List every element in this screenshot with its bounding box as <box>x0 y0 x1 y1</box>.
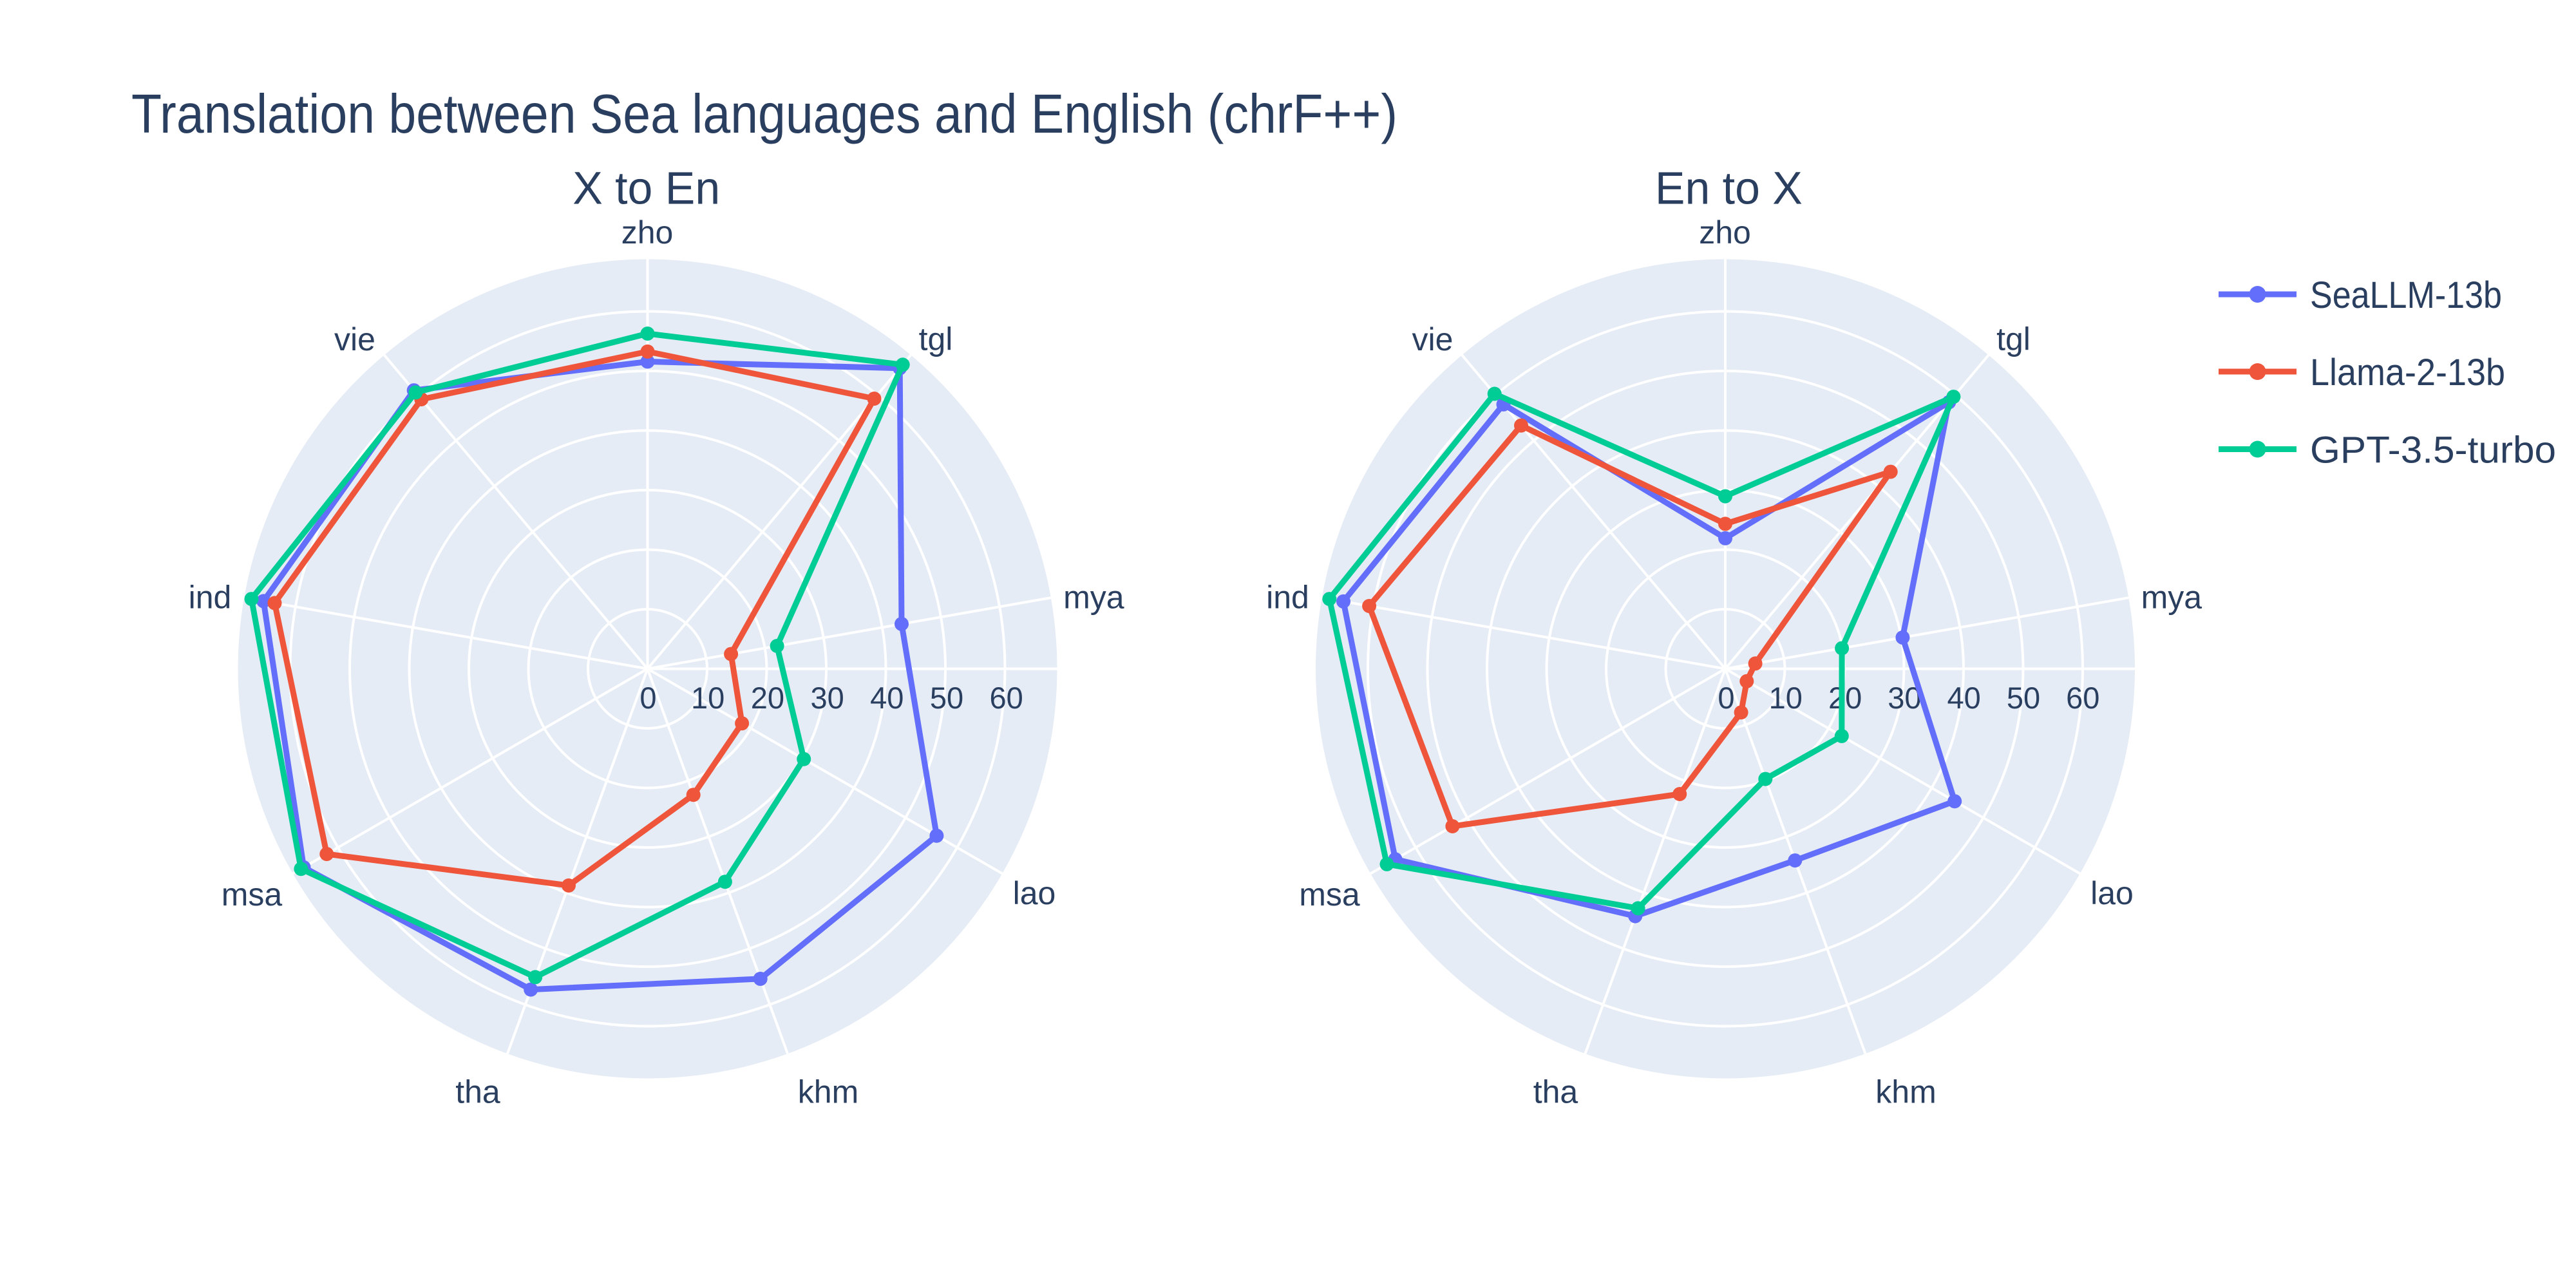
svg-text:20: 20 <box>1828 681 1862 715</box>
svg-text:En to X: En to X <box>1655 164 1803 214</box>
svg-text:lao: lao <box>2090 875 2134 911</box>
svg-text:vie: vie <box>334 321 375 357</box>
svg-text:msa: msa <box>1299 876 1360 913</box>
svg-text:tgl: tgl <box>919 321 953 357</box>
svg-text:SeaLLM-13b: SeaLLM-13b <box>2310 274 2502 316</box>
svg-text:40: 40 <box>1947 681 1981 715</box>
svg-text:zho: zho <box>1699 214 1751 251</box>
svg-text:Translation between Sea langua: Translation between Sea languages and En… <box>131 84 1397 145</box>
svg-text:0: 0 <box>1718 681 1734 715</box>
svg-text:tha: tha <box>1533 1074 1578 1110</box>
svg-text:50: 50 <box>2007 681 2040 715</box>
svg-text:ind: ind <box>1266 580 1309 616</box>
svg-text:lao: lao <box>1013 875 1056 911</box>
svg-text:tha: tha <box>455 1074 500 1110</box>
svg-text:10: 10 <box>691 681 724 715</box>
svg-text:40: 40 <box>870 681 904 715</box>
svg-text:0: 0 <box>639 681 656 715</box>
svg-text:60: 60 <box>2066 681 2099 715</box>
svg-text:60: 60 <box>990 681 1023 715</box>
svg-text:msa: msa <box>222 876 283 913</box>
svg-text:zho: zho <box>621 214 674 251</box>
svg-text:GPT-3.5-turbo: GPT-3.5-turbo <box>2310 430 2556 471</box>
svg-text:tgl: tgl <box>1996 321 2031 357</box>
svg-text:30: 30 <box>810 681 844 715</box>
svg-text:mya: mya <box>2141 580 2202 616</box>
svg-text:khm: khm <box>798 1074 858 1110</box>
svg-text:vie: vie <box>1412 321 1454 357</box>
svg-text:50: 50 <box>930 681 963 715</box>
svg-text:X to En: X to En <box>573 164 720 214</box>
svg-text:Llama-2-13b: Llama-2-13b <box>2310 352 2505 393</box>
svg-text:20: 20 <box>751 681 784 715</box>
svg-text:mya: mya <box>1063 580 1124 616</box>
svg-text:ind: ind <box>189 580 232 616</box>
svg-text:khm: khm <box>1875 1074 1936 1110</box>
svg-text:10: 10 <box>1769 681 1803 715</box>
